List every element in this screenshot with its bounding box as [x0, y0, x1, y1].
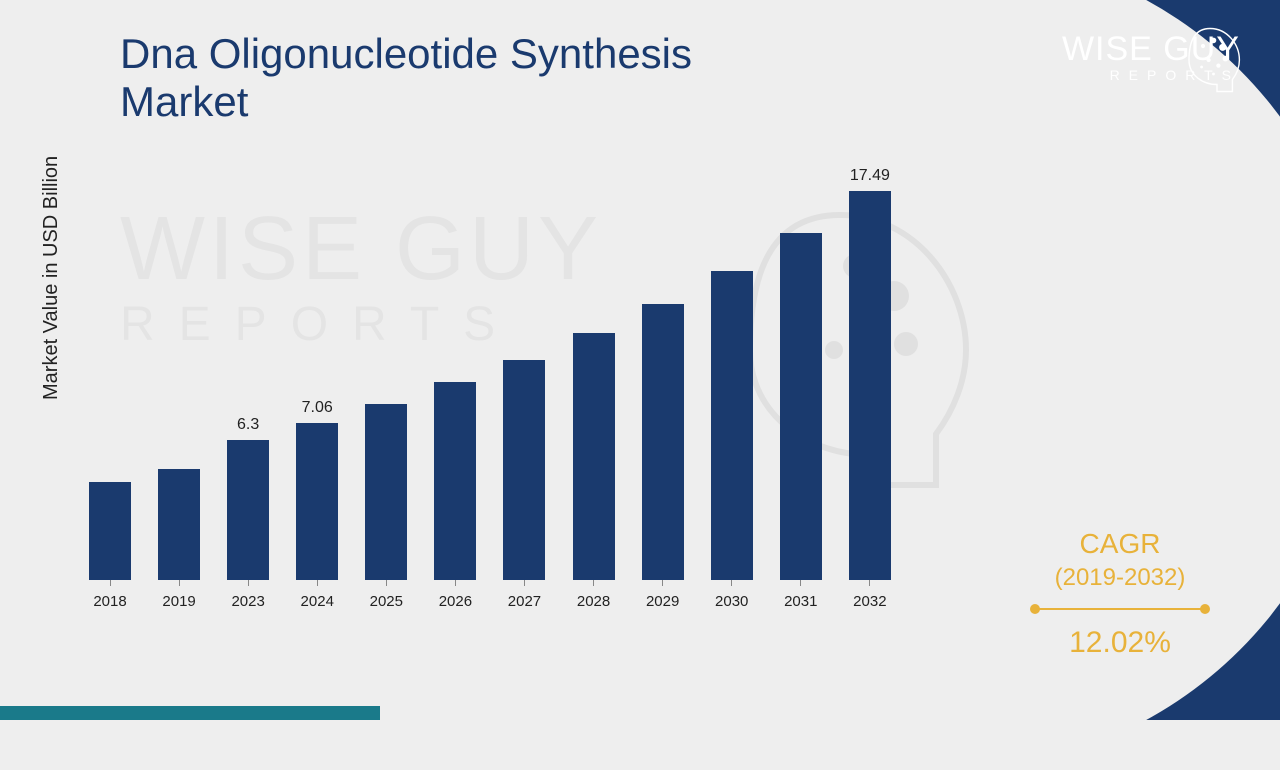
x-axis-label: 2023 — [218, 593, 278, 610]
bar-wrap: 7.06 — [287, 399, 347, 580]
x-axis-label: 2032 — [840, 593, 900, 610]
bar — [642, 304, 684, 580]
x-axis-label: 2025 — [356, 593, 416, 610]
bar — [573, 333, 615, 580]
x-axis-label: 2018 — [80, 593, 140, 610]
bar-wrap — [356, 398, 416, 580]
bar-wrap — [425, 376, 485, 580]
x-tick — [731, 580, 732, 586]
x-tick — [386, 580, 387, 586]
x-axis-labels: 2018 2019 2023 2024 2025 2026 2027 2028 2029 2030… — [80, 593, 900, 610]
x-tick — [800, 580, 801, 586]
bar — [89, 482, 131, 580]
x-tick — [248, 580, 249, 586]
bar — [434, 382, 476, 580]
bar-wrap — [564, 327, 624, 580]
bar-chart: 6.37.0617.49 201820192023202420252026202… — [80, 180, 900, 610]
x-tick — [455, 580, 456, 586]
infographic-canvas: WISE GUY REPORTS Dna Oligonucleotide Syn… — [0, 0, 1280, 720]
x-axis-label: 2027 — [494, 593, 554, 610]
cagr-title: CAGR — [1020, 528, 1220, 560]
head-icon — [1175, 25, 1245, 95]
x-tick — [317, 580, 318, 586]
bar — [365, 404, 407, 580]
brand-logo: WISE GUY REPORTS — [1062, 30, 1240, 83]
bar — [296, 423, 338, 580]
y-axis-label: Market Value in USD Billion — [40, 156, 63, 400]
x-tick — [524, 580, 525, 586]
bar — [158, 469, 200, 580]
bar — [711, 271, 753, 580]
x-axis-label: 2030 — [702, 593, 762, 610]
bar — [780, 233, 822, 580]
cagr-divider — [1035, 608, 1205, 610]
x-tick — [179, 580, 180, 586]
bar-wrap: 17.49 — [840, 167, 900, 580]
x-axis-label: 2031 — [771, 593, 831, 610]
x-tick — [110, 580, 111, 586]
bar — [503, 360, 545, 580]
bar-value-label: 7.06 — [302, 399, 333, 417]
x-tick — [869, 580, 870, 586]
bar — [849, 191, 891, 580]
bar-wrap — [771, 227, 831, 580]
x-tick — [662, 580, 663, 586]
x-tick — [593, 580, 594, 586]
bar-wrap — [494, 354, 554, 580]
bar-wrap — [149, 463, 209, 580]
x-axis-label: 2019 — [149, 593, 209, 610]
bar-wrap — [80, 476, 140, 580]
x-axis-label: 2028 — [564, 593, 624, 610]
x-axis-label: 2029 — [633, 593, 693, 610]
bars-container: 6.37.0617.49 — [80, 180, 900, 580]
chart-title: Dna Oligonucleotide Synthesis Market — [120, 30, 740, 127]
bar-value-label: 6.3 — [237, 416, 259, 434]
cagr-box: CAGR (2019-2032) 12.02% — [1020, 528, 1220, 660]
bar-wrap — [702, 265, 762, 580]
bar-wrap: 6.3 — [218, 416, 278, 580]
x-axis-label: 2024 — [287, 593, 347, 610]
bar-value-label: 17.49 — [850, 167, 890, 185]
bar — [227, 440, 269, 580]
x-axis-label: 2026 — [425, 593, 485, 610]
cagr-range: (2019-2032) — [1020, 564, 1220, 592]
bottom-accent-bar — [0, 706, 380, 720]
cagr-value: 12.02% — [1020, 626, 1220, 660]
bar-wrap — [633, 298, 693, 580]
